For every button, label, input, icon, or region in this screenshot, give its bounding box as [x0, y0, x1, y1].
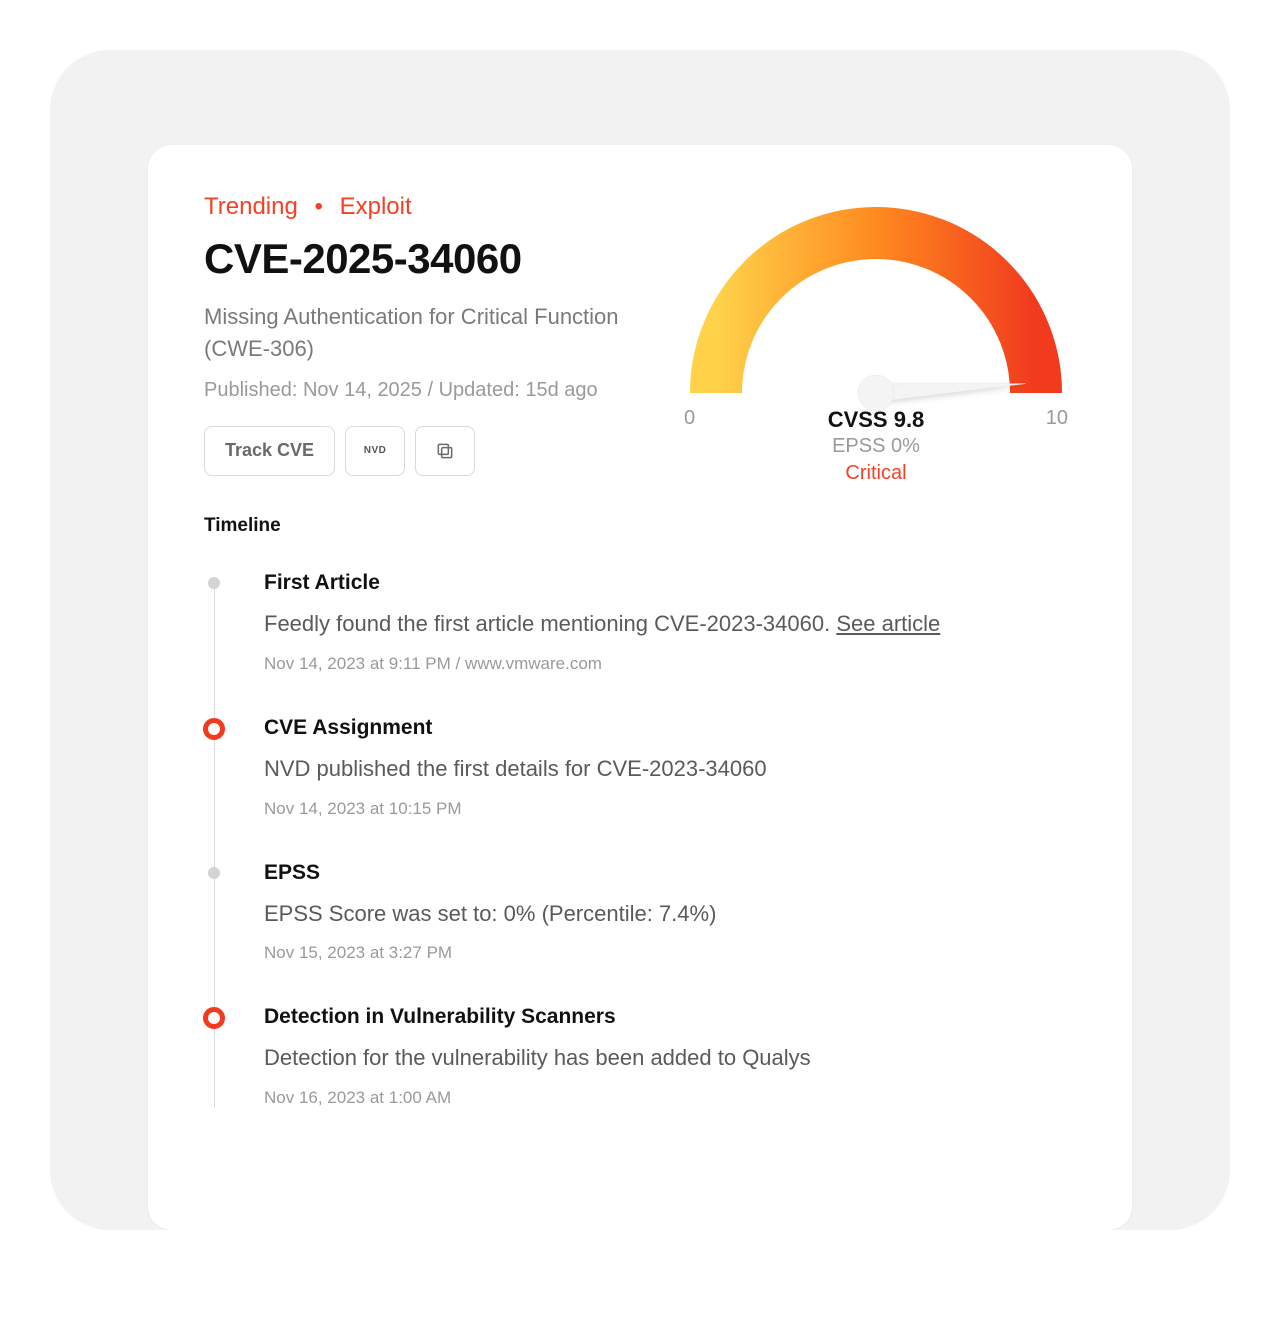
timeline-marker: [204, 863, 224, 883]
timeline-section: Timeline First Article Feedly found the f…: [204, 515, 1076, 1108]
timeline-marker: [204, 573, 224, 593]
timeline-item: First Article Feedly found the first arti…: [264, 571, 1076, 674]
header-left: Trending • Exploit CVE-2025-34060 Missin…: [204, 193, 636, 485]
timeline-item-time: Nov 15, 2023 at 3:27 PM: [264, 943, 1076, 963]
cve-title: CVE-2025-34060: [204, 235, 636, 283]
timeline-item-desc: Feedly found the first article mentionin…: [264, 609, 1076, 640]
gauge-max: 10: [1028, 407, 1068, 485]
timeline-item-title: CVE Assignment: [264, 716, 1076, 740]
header-row: Trending • Exploit CVE-2025-34060 Missin…: [204, 193, 1076, 485]
timeline-heading: Timeline: [204, 515, 1076, 537]
page-background: Trending • Exploit CVE-2025-34060 Missin…: [50, 50, 1230, 1230]
timeline-item: CVE Assignment NVD published the first de…: [264, 716, 1076, 819]
see-article-link[interactable]: See article: [836, 611, 940, 636]
timeline-item-time: Nov 16, 2023 at 1:00 AM: [264, 1088, 1076, 1108]
timeline-item-desc: NVD published the first details for CVE-…: [264, 754, 1076, 785]
gauge-center: CVSS 9.8 EPSS 0% Critical: [828, 407, 925, 485]
timeline-list: First Article Feedly found the first arti…: [204, 571, 1076, 1108]
severity-label: Critical: [828, 462, 925, 485]
timeline-item: Detection in Vulnerability Scanners Detec…: [264, 1005, 1076, 1108]
cvss-gauge: 0 CVSS 9.8 EPSS 0% Critical 10: [676, 193, 1076, 485]
timeline-item-desc: EPSS Score was set to: 0% (Percentile: 7…: [264, 899, 1076, 930]
timeline-item: EPSS EPSS Score was set to: 0% (Percentil…: [264, 861, 1076, 964]
timeline-marker-highlight: [204, 1007, 224, 1027]
timeline-item-title: EPSS: [264, 861, 1076, 885]
tag-separator: •: [315, 193, 323, 220]
epss-score: EPSS 0%: [828, 435, 925, 458]
cve-card: Trending • Exploit CVE-2025-34060 Missin…: [148, 145, 1132, 1230]
nvd-button[interactable]: NVD: [345, 426, 405, 476]
action-buttons: Track CVE NVD: [204, 426, 636, 476]
gauge-min: 0: [684, 407, 724, 485]
tag-exploit[interactable]: Exploit: [340, 193, 412, 220]
cve-subtitle: Missing Authentication for Critical Func…: [204, 301, 636, 365]
timeline-marker-highlight: [204, 718, 224, 738]
cvss-score: CVSS 9.8: [828, 407, 925, 433]
track-cve-button[interactable]: Track CVE: [204, 426, 335, 476]
timeline-item-time: Nov 14, 2023 at 9:11 PM / www.vmware.com: [264, 654, 1076, 674]
timeline-line: [214, 583, 215, 1108]
copy-icon: [435, 441, 455, 461]
gauge-arc: [676, 193, 1076, 413]
published-meta: Published: Nov 14, 2025 / Updated: 15d a…: [204, 379, 636, 402]
tag-row: Trending • Exploit: [204, 193, 636, 221]
gauge-labels: 0 CVSS 9.8 EPSS 0% Critical 10: [676, 407, 1076, 485]
copy-button[interactable]: [415, 426, 475, 476]
timeline-item-title: Detection in Vulnerability Scanners: [264, 1005, 1076, 1029]
timeline-item-time: Nov 14, 2023 at 10:15 PM: [264, 799, 1076, 819]
gauge-needle: [858, 375, 1026, 411]
track-cve-label: Track CVE: [225, 440, 314, 461]
tag-trending[interactable]: Trending: [204, 193, 298, 220]
timeline-item-desc: Detection for the vulnerability has been…: [264, 1043, 1076, 1074]
nvd-icon: NVD: [364, 445, 387, 456]
timeline-item-title: First Article: [264, 571, 1076, 595]
